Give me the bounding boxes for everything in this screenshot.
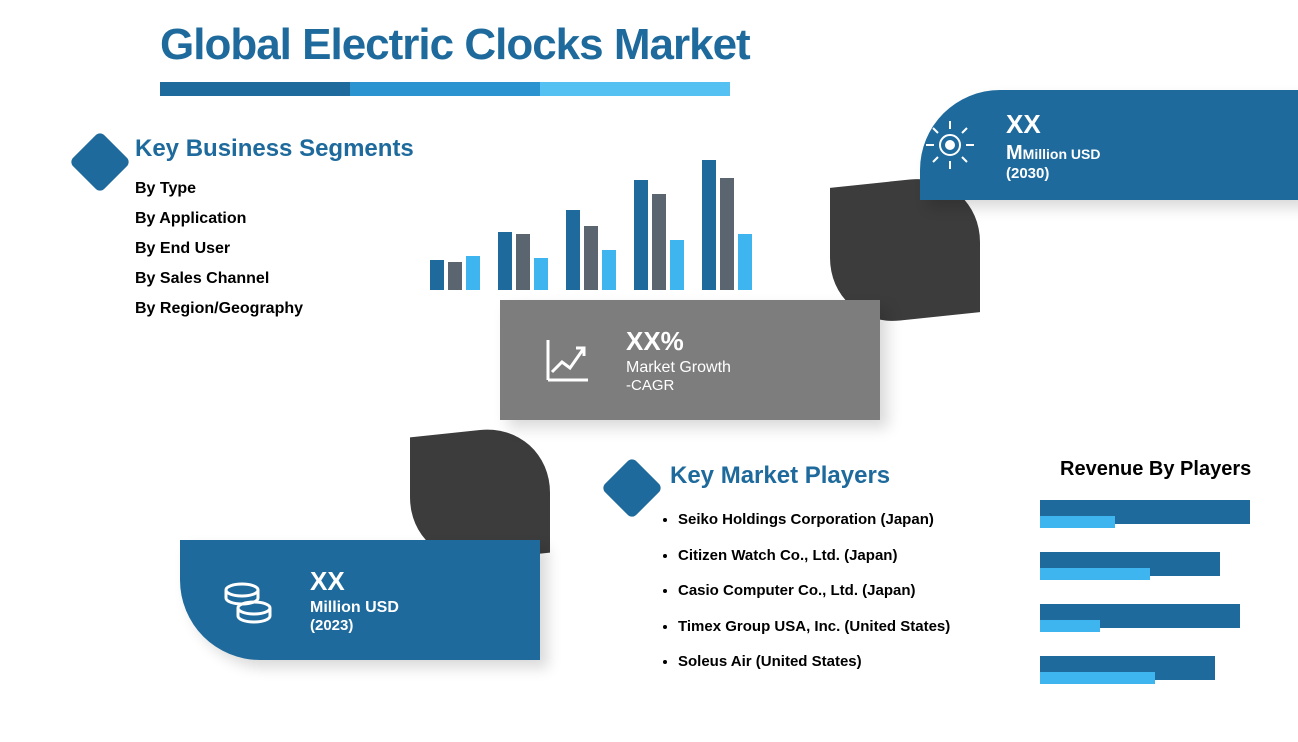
segment-item: By End User	[135, 240, 303, 258]
diamond-bullet-segments	[69, 131, 131, 193]
page-title: Global Electric Clocks Market	[160, 20, 750, 70]
stat-ribbon-cagr: XX% Market Growth -CAGR	[500, 300, 880, 420]
coins-icon	[220, 572, 280, 628]
revenue-bar-row	[1040, 604, 1260, 638]
stat-ribbon-2023: XX Million USD (2023)	[180, 540, 540, 660]
segment-item: By Application	[135, 210, 303, 228]
segments-heading: Key Business Segments	[135, 135, 414, 163]
player-item: Casio Computer Co., Ltd. (Japan)	[678, 581, 1000, 601]
stat-2023-text: XX Million USD (2023)	[310, 566, 399, 634]
player-item: Seiko Holdings Corporation (Japan)	[678, 510, 1000, 530]
players-list: Seiko Holdings Corporation (Japan) Citize…	[660, 510, 1000, 688]
stat-cagr-text: XX% Market Growth -CAGR	[626, 326, 731, 394]
segment-item: By Region/Geography	[135, 300, 303, 318]
revenue-heading: Revenue By Players	[1060, 458, 1251, 481]
revenue-bar-row	[1040, 656, 1260, 690]
revenue-bar-row	[1040, 500, 1260, 534]
player-item: Citizen Watch Co., Ltd. (Japan)	[678, 546, 1000, 566]
stat-2030-text: XX MMillion USD (2030)	[1006, 109, 1100, 182]
player-item: Timex Group USA, Inc. (United States)	[678, 617, 1000, 637]
title-underline	[160, 82, 730, 96]
player-item: Soleus Air (United States)	[678, 652, 1000, 672]
segments-list: By Type By Application By End User By Sales…	[135, 180, 303, 330]
revenue-bar-chart	[1040, 500, 1260, 708]
bulb-icon	[920, 115, 980, 175]
segments-bar-chart	[430, 130, 710, 290]
players-heading: Key Market Players	[670, 462, 890, 490]
segment-item: By Sales Channel	[135, 270, 303, 288]
diamond-bullet-players	[601, 457, 663, 519]
segment-item: By Type	[135, 180, 303, 198]
stat-ribbon-2030: XX MMillion USD (2030)	[920, 90, 1298, 200]
growth-icon	[540, 332, 596, 388]
revenue-bar-row	[1040, 552, 1260, 586]
